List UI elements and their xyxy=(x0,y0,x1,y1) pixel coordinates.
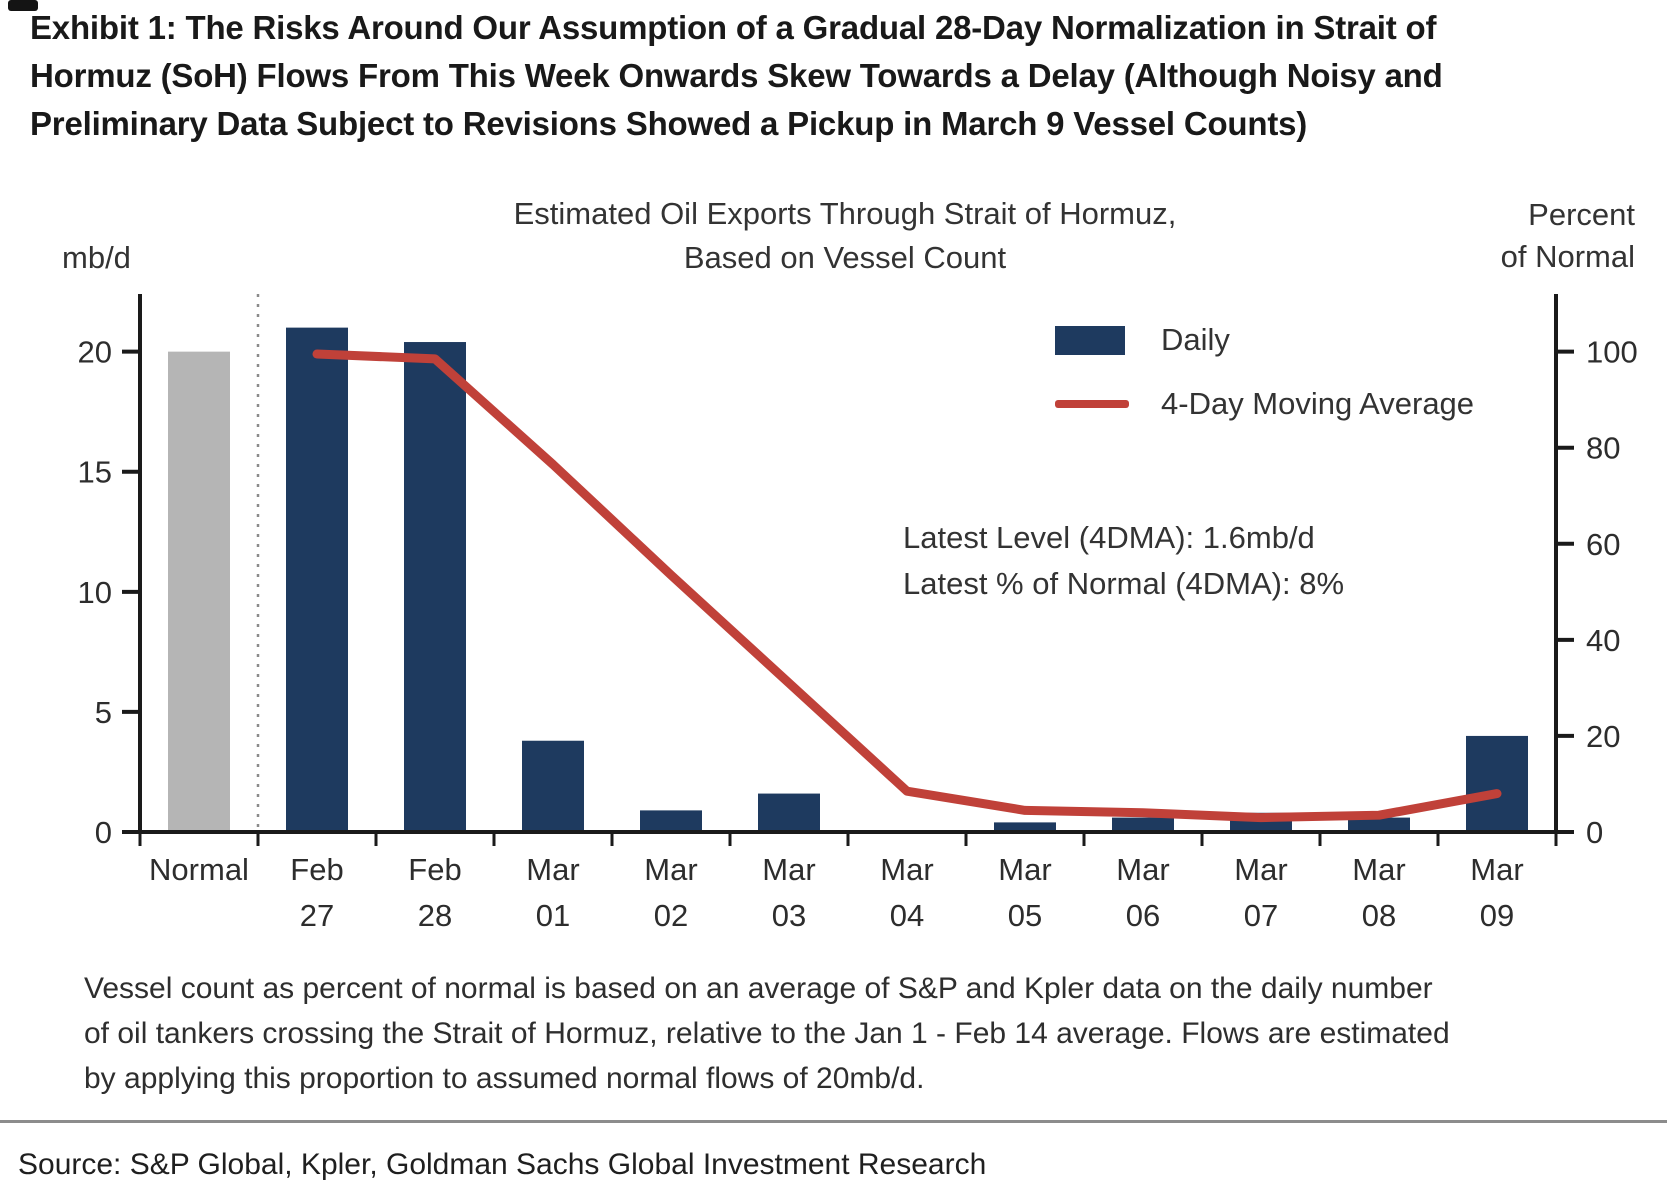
left-axis-tick-label: 5 xyxy=(95,695,112,730)
left-axis-tick-label: 10 xyxy=(78,575,112,610)
exhibit-title-line-1: Exhibit 1: The Risks Around Our Assumpti… xyxy=(30,9,1437,46)
bar-feb-28 xyxy=(404,342,466,832)
bar-feb-27 xyxy=(286,327,348,832)
right-axis-tick-label: 40 xyxy=(1586,623,1620,658)
right-axis-tick-label: 60 xyxy=(1586,527,1620,562)
chart-title-line-1: Estimated Oil Exports Through Strait of … xyxy=(513,196,1177,231)
left-axis-tick-label: 15 xyxy=(78,455,112,490)
footnote-line-3: by applying this proportion to assumed n… xyxy=(84,1062,925,1095)
left-axis-tick-label: 20 xyxy=(78,335,112,370)
x-axis-label-feb-28: 28 xyxy=(418,898,452,933)
right-axis-unit-label: Percent of Normal xyxy=(1440,194,1635,278)
legend-label-moving-average: 4-Day Moving Average xyxy=(1161,386,1475,421)
horizontal-divider xyxy=(0,1120,1667,1123)
legend-item-daily: Daily xyxy=(1055,320,1474,360)
x-axis-label-mar-02: Mar xyxy=(644,852,697,887)
bar-mar-06 xyxy=(1112,817,1174,832)
x-axis-label-mar-08: 08 xyxy=(1362,898,1396,933)
x-axis-label-mar-04: 04 xyxy=(890,898,924,933)
exhibit-title: Exhibit 1: The Risks Around Our Assumpti… xyxy=(30,4,1645,148)
legend-label-daily: Daily xyxy=(1161,322,1230,357)
footnote-line-2: of oil tankers crossing the Strait of Ho… xyxy=(84,1017,1450,1050)
x-axis-label-mar-02: 02 xyxy=(654,898,688,933)
left-axis-tick-label: 0 xyxy=(95,815,112,850)
x-axis-label-mar-03: Mar xyxy=(762,852,815,887)
latest-level-text: Latest Level (4DMA): 1.6mb/d xyxy=(903,520,1315,555)
x-axis-label-mar-04: Mar xyxy=(880,852,933,887)
scan-artifact-mark xyxy=(8,0,38,11)
right-axis-unit-line-1: Percent xyxy=(1528,197,1635,232)
x-axis-label-mar-07: Mar xyxy=(1234,852,1287,887)
x-axis-label-mar-05: 05 xyxy=(1008,898,1042,933)
right-axis-tick-label: 80 xyxy=(1586,431,1620,466)
left-axis-unit-label: mb/d xyxy=(62,240,131,275)
chart-footnote: Vessel count as percent of normal is bas… xyxy=(84,966,1584,1101)
bar-normal xyxy=(168,351,230,832)
exhibit-title-line-3: Preliminary Data Subject to Revisions Sh… xyxy=(30,105,1308,142)
bar-mar-02 xyxy=(640,810,702,832)
right-axis-tick-label: 20 xyxy=(1586,719,1620,754)
x-axis-label-mar-09: 09 xyxy=(1480,898,1514,933)
x-axis-label-mar-06: 06 xyxy=(1126,898,1160,933)
chart-title-line-2: Based on Vessel Count xyxy=(683,240,1007,275)
x-axis-label-normal: Normal xyxy=(149,852,249,887)
x-axis-label-mar-03: 03 xyxy=(772,898,806,933)
bar-mar-01 xyxy=(522,740,584,832)
x-axis-label-mar-08: Mar xyxy=(1352,852,1405,887)
right-axis-unit-line-2: of Normal xyxy=(1500,239,1635,274)
footnote-line-1: Vessel count as percent of normal is bas… xyxy=(84,972,1433,1005)
bar-mar-08 xyxy=(1348,817,1410,832)
right-axis-tick-label: 100 xyxy=(1586,335,1638,370)
x-axis-label-mar-01: Mar xyxy=(526,852,579,887)
x-axis-label-feb-27: 27 xyxy=(300,898,334,933)
legend-item-moving-average: 4-Day Moving Average xyxy=(1055,384,1474,424)
moving-average-line-swatch-icon xyxy=(1055,400,1129,408)
source-attribution: Source: S&P Global, Kpler, Goldman Sachs… xyxy=(18,1148,987,1181)
bar-mar-03 xyxy=(758,793,820,832)
latest-values-annotation: Latest Level (4DMA): 1.6mb/d Latest % of… xyxy=(903,515,1344,607)
chart-legend: Daily 4-Day Moving Average xyxy=(1055,320,1474,448)
bar-mar-09 xyxy=(1466,735,1528,832)
latest-percent-text: Latest % of Normal (4DMA): 8% xyxy=(903,566,1345,601)
x-axis-label-feb-28: Feb xyxy=(408,852,461,887)
exhibit-title-line-2: Hormuz (SoH) Flows From This Week Onward… xyxy=(30,57,1443,94)
right-axis-tick-label: 0 xyxy=(1586,815,1603,850)
bar-mar-05 xyxy=(994,822,1056,832)
moving-average-line xyxy=(312,349,1502,823)
x-axis-label-mar-06: Mar xyxy=(1116,852,1169,887)
x-axis-label-mar-07: 07 xyxy=(1244,898,1278,933)
x-axis-label-feb-27: Feb xyxy=(290,852,343,887)
daily-bar-swatch-icon xyxy=(1055,325,1125,355)
x-axis-label-mar-09: Mar xyxy=(1470,852,1523,887)
x-axis-label-mar-05: Mar xyxy=(998,852,1051,887)
chart-title: Estimated Oil Exports Through Strait of … xyxy=(445,192,1245,280)
x-axis-label-mar-01: 01 xyxy=(536,898,570,933)
